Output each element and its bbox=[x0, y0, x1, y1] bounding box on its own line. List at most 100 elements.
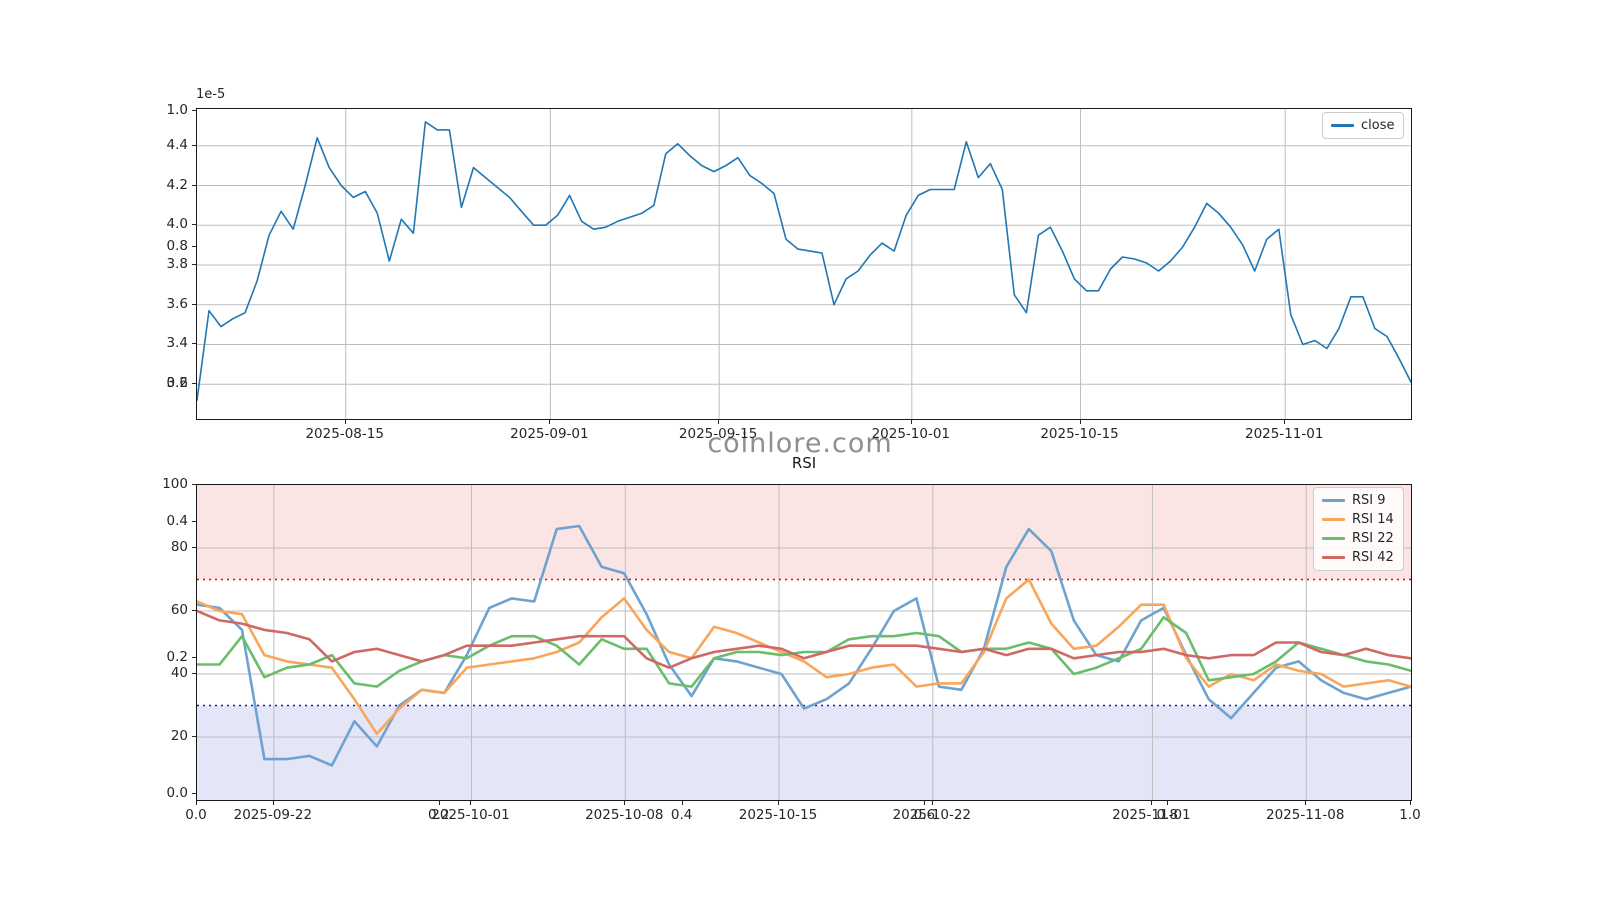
x-tick-mark bbox=[1167, 801, 1169, 805]
legend-item-rsi22: RSI 22 bbox=[1322, 531, 1394, 546]
x-tick-mark bbox=[931, 801, 933, 805]
x-tick-label: 0.4 bbox=[670, 807, 693, 823]
legend-label-close: close bbox=[1361, 118, 1395, 133]
x-tick-mark bbox=[1284, 420, 1286, 424]
series-rsi-22 bbox=[197, 616, 1411, 688]
series-rsi-9 bbox=[197, 524, 1411, 767]
x-tick-mark bbox=[1305, 801, 1307, 805]
x-tick-mark bbox=[910, 420, 912, 424]
legend-label-rsi42: RSI 42 bbox=[1352, 550, 1394, 565]
y-tick-mark bbox=[192, 343, 196, 345]
y-tick-label: 3.4 bbox=[166, 335, 188, 352]
rsi-chart-title: RSI bbox=[791, 454, 817, 472]
y-tick-mark bbox=[192, 263, 196, 265]
x-tick-label: 2025-09-15 bbox=[678, 426, 758, 442]
y-tick-label: 0.8 bbox=[166, 238, 188, 255]
x-tick-label: 2025-11-01 bbox=[1244, 426, 1324, 442]
y-tick-label: 4.0 bbox=[166, 216, 188, 233]
y-tick-mark bbox=[192, 673, 196, 674]
rsi14-line-swatch bbox=[1322, 518, 1345, 521]
x-tick-label: 2025-10-08 bbox=[585, 807, 664, 823]
y-tick-label: 4.4 bbox=[166, 136, 188, 153]
price-legend: close bbox=[1322, 112, 1405, 139]
rsi-legend: RSI 9 RSI 14 RSI 22 RSI 42 bbox=[1313, 487, 1404, 571]
y-tick-mark bbox=[192, 144, 196, 146]
y-tick-label: 0.6 bbox=[166, 375, 188, 392]
overbought-band bbox=[197, 485, 1411, 580]
x-tick-mark bbox=[681, 801, 683, 805]
x-tick-label: 2025-09-22 bbox=[233, 807, 313, 823]
x-tick-mark bbox=[1079, 420, 1081, 424]
y-tick-label: 3.2 bbox=[166, 375, 188, 392]
series-rsi-14 bbox=[197, 578, 1411, 736]
x-tick-label: 0.2 bbox=[428, 807, 450, 823]
y-tick-mark bbox=[192, 547, 196, 548]
y-tick-mark bbox=[192, 184, 196, 186]
x-tick-mark bbox=[1410, 801, 1411, 805]
y-tick-label: 100 bbox=[162, 476, 188, 492]
x-tick-label: 2025-10-15 bbox=[1040, 426, 1119, 442]
plot-rsi-canvas bbox=[197, 485, 1411, 800]
watermark: coinlore.com bbox=[707, 428, 893, 459]
y-tick-label: 3.6 bbox=[166, 295, 188, 312]
x-tick-mark bbox=[196, 801, 197, 805]
x-tick-mark bbox=[470, 801, 472, 805]
legend-label-rsi9: RSI 9 bbox=[1352, 493, 1386, 508]
x-tick-label: 0.6 bbox=[913, 807, 936, 823]
series-rsi-42 bbox=[197, 609, 1411, 669]
x-tick-mark bbox=[438, 801, 440, 805]
y-tick-label: 0.2 bbox=[166, 648, 188, 665]
y-tick-mark bbox=[192, 303, 196, 305]
y-tick-label: 4.2 bbox=[166, 176, 188, 193]
x-tick-mark bbox=[624, 801, 626, 805]
legend-label-rsi22: RSI 22 bbox=[1352, 531, 1394, 546]
y-tick-mark bbox=[192, 656, 196, 658]
y-tick-label: 20 bbox=[170, 728, 188, 744]
legend-label-rsi14: RSI 14 bbox=[1352, 512, 1394, 527]
y-tick-mark bbox=[192, 246, 196, 248]
x-tick-label: 2025-10-22 bbox=[892, 807, 972, 823]
x-tick-mark bbox=[718, 420, 720, 424]
x-tick-mark bbox=[272, 801, 274, 805]
oversold-band bbox=[197, 705, 1411, 800]
x-tick-label: 0.8 bbox=[1156, 807, 1178, 823]
series-close bbox=[197, 121, 1411, 401]
x-tick-label: 1.0 bbox=[1399, 807, 1421, 823]
x-tick-label: 2025-10-01 bbox=[871, 426, 951, 442]
x-tick-label: 2025-10-15 bbox=[738, 807, 818, 823]
x-tick-mark bbox=[344, 420, 346, 424]
x-tick-label: 2025-11-08 bbox=[1265, 807, 1345, 823]
close-line-swatch bbox=[1331, 124, 1354, 127]
legend-item-rsi14: RSI 14 bbox=[1322, 512, 1394, 527]
legend-item-rsi42: RSI 42 bbox=[1322, 550, 1394, 565]
legend-item-rsi9: RSI 9 bbox=[1322, 493, 1394, 508]
y-tick-label: 1.0 bbox=[166, 101, 188, 118]
x-tick-mark bbox=[777, 801, 779, 805]
x-tick-mark bbox=[924, 801, 926, 805]
x-tick-label: 2025-09-01 bbox=[510, 426, 589, 442]
plot-price-canvas bbox=[197, 109, 1411, 419]
y-axis-offset-label: 1e-5 bbox=[196, 87, 226, 102]
y-tick-label: 60 bbox=[170, 602, 188, 618]
y-tick-mark bbox=[192, 383, 196, 385]
y-tick-label: 80 bbox=[170, 539, 188, 555]
y-tick-label: 3.8 bbox=[166, 255, 188, 272]
y-tick-mark bbox=[192, 109, 196, 111]
y-tick-mark bbox=[192, 793, 196, 794]
y-tick-mark bbox=[192, 520, 196, 522]
rsi22-line-swatch bbox=[1322, 537, 1345, 540]
x-tick-label: 2025-10-01 bbox=[431, 807, 510, 823]
x-tick-mark bbox=[1151, 801, 1153, 805]
x-tick-mark bbox=[549, 420, 551, 424]
rsi-plot-area bbox=[196, 484, 1412, 801]
y-tick-mark bbox=[192, 224, 196, 226]
y-tick-mark bbox=[192, 736, 196, 737]
y-tick-label: 0.0 bbox=[166, 785, 188, 801]
y-tick-label: 0.4 bbox=[166, 512, 188, 529]
price-plot-area bbox=[196, 108, 1412, 420]
x-tick-label: 0.0 bbox=[185, 807, 207, 823]
y-tick-mark bbox=[192, 610, 196, 611]
x-tick-label: 2025-11-01 bbox=[1112, 807, 1191, 823]
legend-item-close: close bbox=[1331, 118, 1394, 133]
